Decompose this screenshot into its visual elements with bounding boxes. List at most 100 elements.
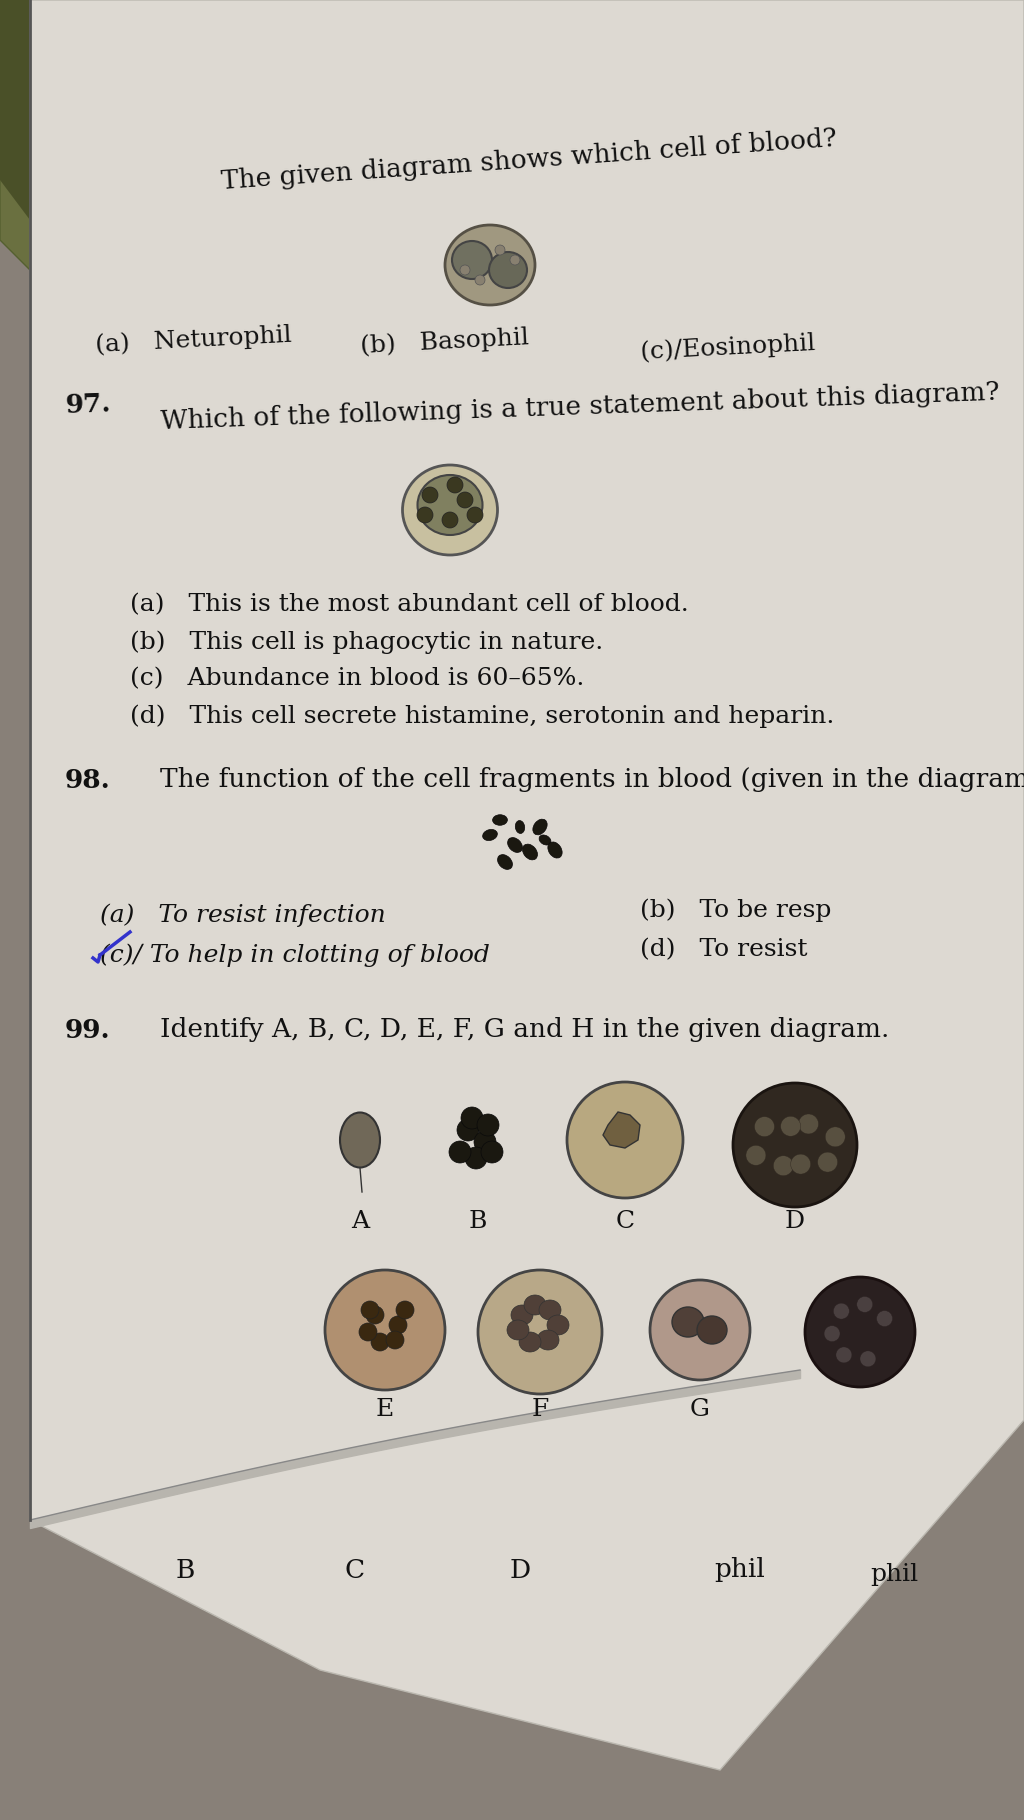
Text: phil: phil	[870, 1563, 919, 1587]
Text: The given diagram shows which cell of blood?: The given diagram shows which cell of bl…	[220, 126, 838, 195]
Ellipse shape	[494, 812, 507, 828]
Circle shape	[457, 491, 473, 508]
Polygon shape	[0, 0, 100, 260]
Circle shape	[860, 1350, 876, 1367]
Polygon shape	[0, 0, 230, 340]
Circle shape	[449, 1141, 471, 1163]
Text: A: A	[351, 1210, 369, 1234]
Ellipse shape	[524, 1296, 546, 1316]
Text: C: C	[615, 1210, 635, 1234]
Circle shape	[805, 1278, 915, 1387]
Text: (a)   To resist infection: (a) To resist infection	[100, 903, 386, 926]
Text: (b)   To be resp: (b) To be resp	[640, 899, 831, 921]
Text: F: F	[531, 1398, 549, 1421]
Circle shape	[467, 508, 483, 522]
Circle shape	[799, 1114, 818, 1134]
Circle shape	[460, 266, 470, 275]
Circle shape	[386, 1330, 404, 1349]
Text: (c)∕Eosinophil: (c)∕Eosinophil	[640, 331, 816, 364]
Ellipse shape	[537, 1330, 559, 1350]
Text: Identify A, B, C, D, E, F, G and H in the given diagram.: Identify A, B, C, D, E, F, G and H in th…	[160, 1017, 890, 1043]
Ellipse shape	[539, 1299, 561, 1320]
Circle shape	[396, 1301, 414, 1320]
Text: ★: ★	[816, 11, 834, 29]
Circle shape	[478, 1270, 602, 1394]
Text: (c)   Abundance in blood is 60–65%.: (c) Abundance in blood is 60–65%.	[130, 668, 585, 690]
Text: B: B	[469, 1210, 487, 1234]
Text: 99.: 99.	[65, 1017, 111, 1043]
Circle shape	[836, 1347, 852, 1363]
Ellipse shape	[522, 844, 538, 859]
Polygon shape	[30, 0, 1024, 1771]
Ellipse shape	[672, 1307, 705, 1338]
Text: G: G	[690, 1398, 710, 1421]
Text: IONAL: IONAL	[847, 36, 909, 55]
Text: TAR: TAR	[799, 31, 841, 49]
Text: 98.: 98.	[65, 768, 111, 792]
Circle shape	[417, 508, 433, 522]
Circle shape	[567, 1083, 683, 1198]
Ellipse shape	[497, 854, 513, 870]
Circle shape	[755, 1117, 774, 1138]
Text: 97.: 97.	[65, 391, 112, 419]
Circle shape	[780, 1116, 801, 1136]
Circle shape	[475, 275, 485, 286]
Text: C: C	[345, 1558, 366, 1583]
Circle shape	[457, 1119, 479, 1141]
Ellipse shape	[418, 475, 482, 535]
Circle shape	[791, 1154, 811, 1174]
Text: (a)   This is the most abundant cell of blood.: (a) This is the most abundant cell of bl…	[130, 593, 689, 617]
Circle shape	[474, 1130, 496, 1154]
Text: (d)   To resist: (d) To resist	[640, 939, 808, 961]
Circle shape	[773, 1156, 794, 1176]
Circle shape	[650, 1279, 750, 1380]
Text: ★: ★	[849, 4, 861, 16]
Text: (d)   This cell secrete histamine, serotonin and heparin.: (d) This cell secrete histamine, seroton…	[130, 704, 835, 728]
Circle shape	[825, 1127, 845, 1147]
Circle shape	[359, 1323, 377, 1341]
Ellipse shape	[489, 251, 527, 288]
Ellipse shape	[340, 1112, 380, 1167]
Circle shape	[877, 1310, 893, 1327]
Text: (b)   This cell is phagocytic in nature.: (b) This cell is phagocytic in nature.	[130, 630, 603, 653]
Circle shape	[824, 1325, 840, 1341]
Circle shape	[495, 246, 505, 255]
Ellipse shape	[513, 821, 527, 834]
Text: (a)   Neturophil: (a) Neturophil	[95, 324, 293, 357]
Ellipse shape	[507, 1320, 529, 1340]
Circle shape	[465, 1147, 487, 1168]
Text: D: D	[785, 1210, 805, 1234]
Circle shape	[477, 1114, 499, 1136]
Text: D: D	[509, 1558, 530, 1583]
Text: (b)   Basophil: (b) Basophil	[360, 326, 529, 359]
Circle shape	[745, 1145, 766, 1165]
Ellipse shape	[445, 226, 535, 306]
Text: phil: phil	[715, 1558, 765, 1583]
Ellipse shape	[452, 240, 492, 278]
Circle shape	[461, 1107, 483, 1128]
Ellipse shape	[547, 1316, 569, 1336]
Circle shape	[857, 1296, 872, 1312]
Circle shape	[442, 511, 458, 528]
Circle shape	[740, 0, 1000, 189]
Circle shape	[422, 488, 438, 502]
Ellipse shape	[506, 835, 524, 854]
Ellipse shape	[402, 464, 498, 555]
Text: Which of the following is a true statement about this diagram?: Which of the following is a true stateme…	[160, 380, 999, 435]
Ellipse shape	[697, 1316, 727, 1343]
Text: (c)∕ To help in clotting of blood: (c)∕ To help in clotting of blood	[100, 943, 489, 966]
Circle shape	[389, 1316, 407, 1334]
Text: Furni: Furni	[840, 58, 877, 73]
Circle shape	[371, 1332, 389, 1350]
Polygon shape	[603, 1112, 640, 1148]
Ellipse shape	[511, 1305, 534, 1325]
Text: E: E	[376, 1398, 394, 1421]
Ellipse shape	[548, 844, 561, 855]
Circle shape	[817, 1152, 838, 1172]
Circle shape	[447, 477, 463, 493]
Circle shape	[481, 1141, 503, 1163]
Circle shape	[733, 1083, 857, 1207]
Text: ★: ★	[872, 5, 888, 24]
Ellipse shape	[534, 821, 546, 834]
Circle shape	[366, 1307, 384, 1323]
